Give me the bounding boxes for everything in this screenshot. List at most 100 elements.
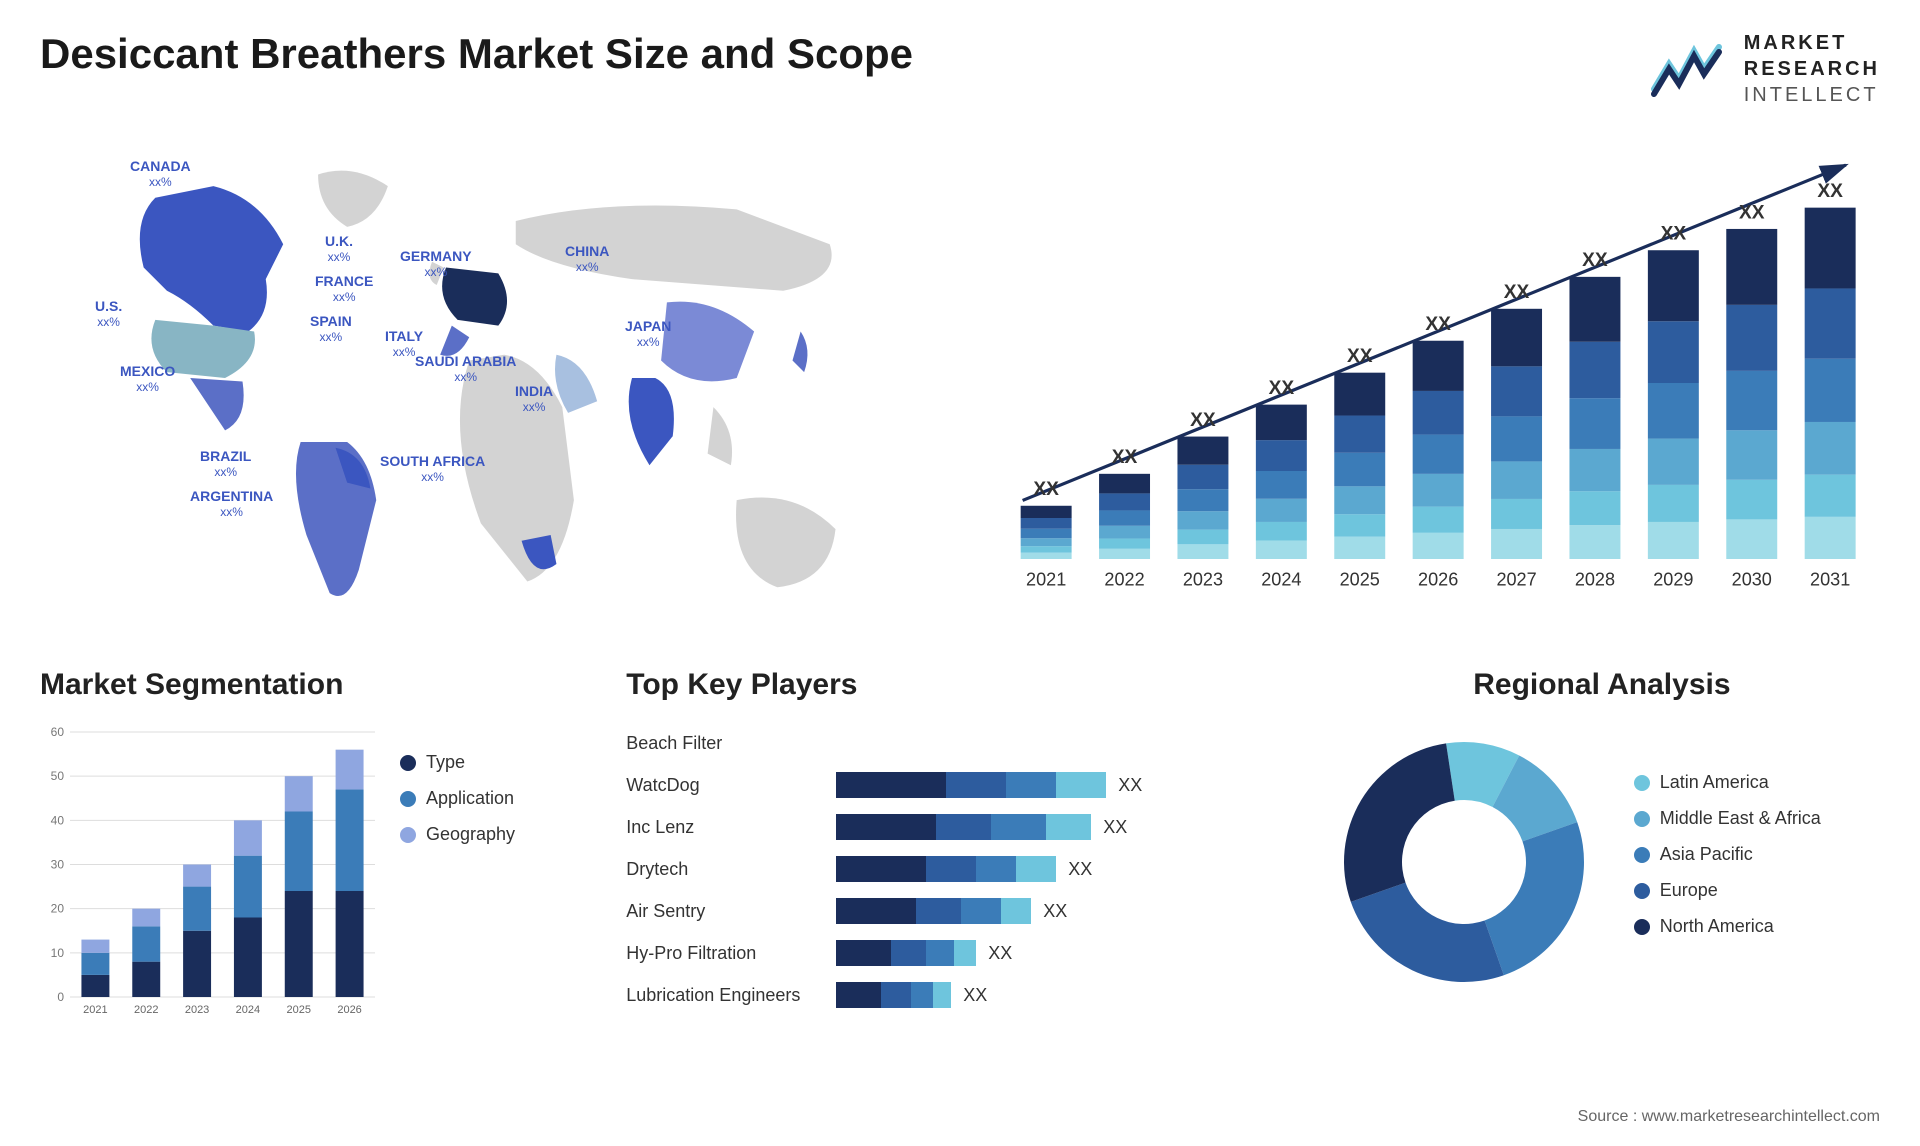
key-player-bar [836, 856, 1056, 882]
svg-text:2025: 2025 [1340, 570, 1380, 590]
brand-logo: MARKET RESEARCH INTELLECT [1649, 30, 1880, 108]
regional-section: Regional Analysis Latin America Middle Ea… [1324, 668, 1880, 1048]
svg-text:50: 50 [51, 769, 65, 783]
svg-text:10: 10 [51, 946, 65, 960]
key-players-section: Top Key Players Beach FilterWatcDogXXInc… [626, 668, 1294, 1048]
svg-text:2023: 2023 [1183, 570, 1223, 590]
source-attribution: Source : www.marketresearchintellect.com [1578, 1108, 1880, 1126]
world-map-panel: CANADAxx%U.S.xx%MEXICOxx%BRAZILxx%ARGENT… [40, 128, 945, 628]
svg-text:XX: XX [1269, 378, 1295, 399]
map-label: INDIAxx% [515, 383, 553, 414]
legend-item: Geography [400, 824, 596, 845]
key-player-value: XX [963, 985, 987, 1006]
svg-text:2027: 2027 [1496, 570, 1536, 590]
growth-chart: XX 2021 XX 2022 XX 2023 XX 2024 XX 2025 XX 2026 XX 20… [975, 128, 1880, 628]
regional-legend: Latin America Middle East & Africa Asia Pa… [1634, 772, 1880, 952]
key-player-row: Beach Filter [626, 722, 1294, 764]
svg-text:2026: 2026 [1418, 570, 1458, 590]
svg-text:XX: XX [1661, 224, 1687, 245]
svg-text:2023: 2023 [185, 1004, 209, 1016]
key-player-value: XX [1118, 775, 1142, 796]
map-label: SPAINxx% [310, 313, 352, 344]
key-player-label: WatcDog [626, 775, 836, 796]
svg-text:2026: 2026 [337, 1004, 361, 1016]
header: Desiccant Breathers Market Size and Scop… [40, 30, 1880, 108]
svg-text:0: 0 [57, 990, 64, 1004]
segmentation-title: Market Segmentation [40, 668, 596, 702]
key-player-bar [836, 982, 951, 1008]
legend-item: Type [400, 752, 596, 773]
top-row: CANADAxx%U.S.xx%MEXICOxx%BRAZILxx%ARGENT… [40, 128, 1880, 628]
map-label: CHINAxx% [565, 243, 609, 274]
growth-chart-svg: XX 2021 XX 2022 XX 2023 XX 2024 XX 2025 XX 2026 XX 20… [975, 128, 1880, 628]
legend-item: Application [400, 788, 596, 809]
map-label: U.K.xx% [325, 233, 353, 264]
svg-text:30: 30 [51, 858, 65, 872]
svg-text:2021: 2021 [83, 1004, 107, 1016]
svg-text:XX: XX [1033, 479, 1059, 500]
map-label: BRAZILxx% [200, 448, 251, 479]
legend-item: Latin America [1634, 772, 1880, 793]
legend-item: North America [1634, 916, 1880, 937]
svg-text:40: 40 [51, 813, 65, 827]
svg-text:XX: XX [1739, 202, 1765, 223]
map-label: U.S.xx% [95, 298, 122, 329]
legend-item: Europe [1634, 880, 1880, 901]
svg-text:20: 20 [51, 902, 65, 916]
svg-text:2024: 2024 [1261, 570, 1301, 590]
svg-text:2029: 2029 [1653, 570, 1693, 590]
map-label: CANADAxx% [130, 158, 191, 189]
map-label: SOUTH AFRICAxx% [380, 453, 485, 484]
svg-text:XX: XX [1190, 410, 1216, 431]
map-label: SAUDI ARABIAxx% [415, 353, 516, 384]
regional-title: Regional Analysis [1324, 668, 1880, 702]
key-player-label: Hy-Pro Filtration [626, 943, 836, 964]
svg-text:2022: 2022 [134, 1004, 158, 1016]
key-player-label: Inc Lenz [626, 817, 836, 838]
svg-text:XX: XX [1582, 250, 1608, 271]
legend-item: Middle East & Africa [1634, 808, 1880, 829]
key-players-title: Top Key Players [626, 668, 1294, 702]
bottom-row: Market Segmentation 0 10 20 30 40 50 60 2021 202… [40, 668, 1880, 1048]
svg-text:2025: 2025 [287, 1004, 311, 1016]
legend-item: Asia Pacific [1634, 844, 1880, 865]
logo-text: MARKET RESEARCH INTELLECT [1744, 30, 1880, 108]
svg-text:XX: XX [1347, 346, 1373, 367]
key-player-label: Drytech [626, 859, 836, 880]
map-label: ARGENTINAxx% [190, 488, 273, 519]
page-title: Desiccant Breathers Market Size and Scop… [40, 30, 913, 78]
svg-text:XX: XX [1425, 314, 1451, 335]
key-player-value: XX [988, 943, 1012, 964]
key-player-bar [836, 814, 1091, 840]
segmentation-legend: Type Application Geography [400, 722, 596, 860]
key-player-row: Hy-Pro Filtration XX [626, 932, 1294, 974]
svg-text:2031: 2031 [1810, 570, 1850, 590]
map-label: GERMANYxx% [400, 248, 472, 279]
logo-icon [1649, 39, 1729, 99]
key-player-label: Lubrication Engineers [626, 985, 836, 1006]
key-player-label: Air Sentry [626, 901, 836, 922]
map-label: FRANCExx% [315, 273, 373, 304]
svg-text:60: 60 [51, 725, 65, 739]
svg-text:2021: 2021 [1026, 570, 1066, 590]
key-player-value: XX [1103, 817, 1127, 838]
svg-text:2030: 2030 [1732, 570, 1772, 590]
key-player-row: Air Sentry XX [626, 890, 1294, 932]
key-players-chart: Beach Filter WatcDog XX Inc Lenz XX Drytech XX… [626, 722, 1294, 1016]
regional-donut [1324, 722, 1604, 1002]
map-label: JAPANxx% [625, 318, 671, 349]
key-player-row: Lubrication Engineers XX [626, 974, 1294, 1016]
key-player-row: Drytech XX [626, 848, 1294, 890]
svg-text:XX: XX [1504, 282, 1530, 303]
svg-text:2024: 2024 [236, 1004, 260, 1016]
key-player-row: WatcDog XX [626, 764, 1294, 806]
segmentation-chart: 0 10 20 30 40 50 60 2021 2022 2023 2024 2025 2026 [40, 722, 380, 1022]
key-player-label: Beach Filter [626, 733, 836, 754]
key-player-row: Inc Lenz XX [626, 806, 1294, 848]
svg-text:XX: XX [1112, 447, 1138, 468]
key-player-value: XX [1068, 859, 1092, 880]
svg-text:2022: 2022 [1104, 570, 1144, 590]
segmentation-section: Market Segmentation 0 10 20 30 40 50 60 2021 202… [40, 668, 596, 1048]
key-player-bar [836, 940, 976, 966]
key-player-value: XX [1043, 901, 1067, 922]
